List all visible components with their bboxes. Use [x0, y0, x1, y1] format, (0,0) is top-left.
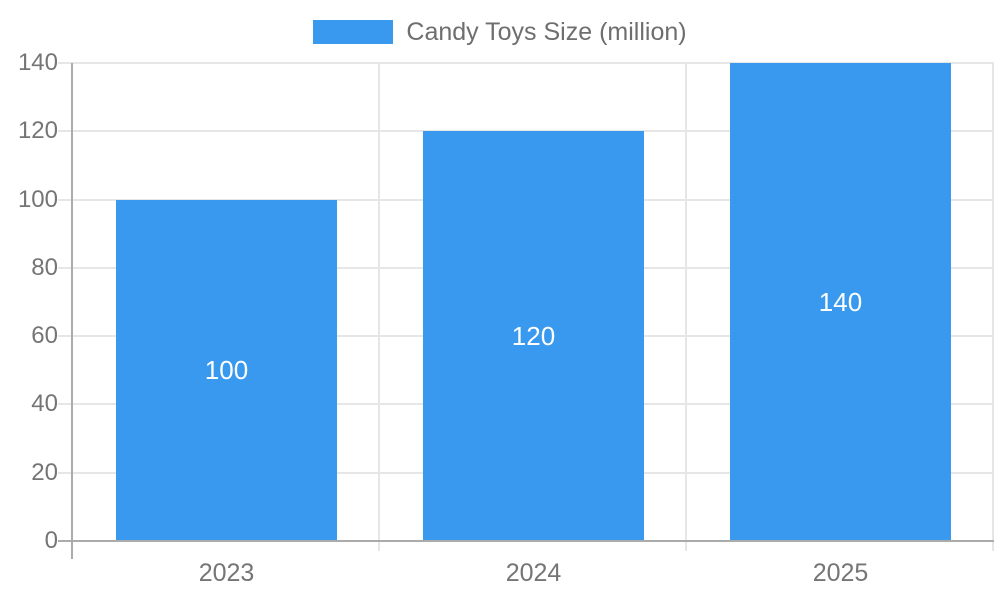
y-tick-mark: [58, 198, 73, 201]
y-tick-label: 140: [17, 49, 58, 76]
x-tick-label: 2023: [198, 559, 255, 587]
x-tick-label: 2025: [812, 559, 869, 587]
plot-area: 100 120 140: [58, 62, 994, 551]
gridline-vertical: [685, 63, 687, 551]
legend-swatch: [313, 20, 394, 44]
y-tick-mark: [58, 266, 73, 269]
bar: 100: [116, 199, 337, 541]
y-tick-mark: [58, 130, 73, 133]
gridline-vertical: [992, 63, 994, 551]
y-tick-mark: [58, 403, 73, 406]
bar: 120: [423, 131, 644, 541]
gridline-horizontal: [73, 130, 994, 133]
x-tick-label: 2024: [505, 559, 562, 587]
y-tick-mark: [58, 62, 73, 64]
y-tick-mark: [58, 335, 73, 338]
y-tick-label: 20: [31, 458, 58, 486]
y-tick-label: 120: [17, 117, 58, 145]
y-tick-label: 40: [31, 390, 58, 418]
y-tick-label: 60: [31, 322, 58, 350]
y-tick-label: 80: [31, 253, 58, 281]
x-axis-line: [58, 540, 994, 542]
gridline-vertical: [378, 63, 380, 551]
gridline-horizontal: [73, 62, 994, 64]
legend-label: Candy Toys Size (million): [406, 17, 687, 46]
bar-value-label: 100: [204, 354, 249, 385]
bar-value-label: 120: [511, 320, 556, 351]
bar: 140: [730, 63, 951, 541]
y-axis-line: [71, 63, 73, 559]
y-tick-label: 0: [44, 527, 58, 554]
legend: Candy Toys Size (million): [0, 17, 1000, 47]
y-tick-label: 100: [17, 185, 58, 213]
y-tick-mark: [58, 471, 73, 474]
bar-value-label: 140: [818, 286, 863, 317]
